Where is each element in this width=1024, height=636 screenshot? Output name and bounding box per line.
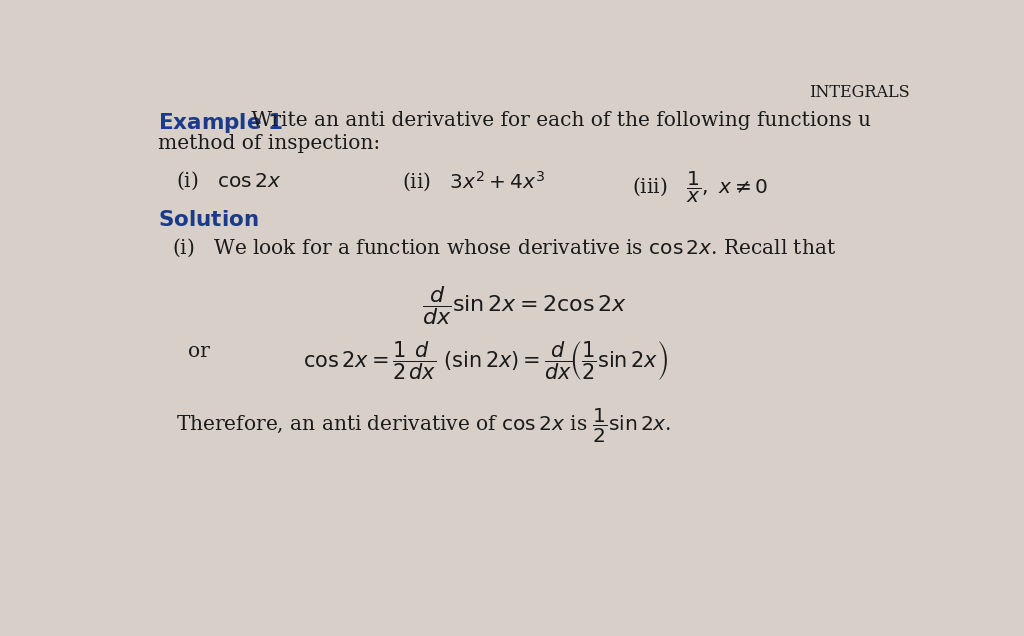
Text: method of inspection:: method of inspection: [158,134,380,153]
Text: (ii)   $3x^2 + 4x^3$: (ii) $3x^2 + 4x^3$ [401,169,545,194]
Text: $\cos 2x = \dfrac{1}{2}\dfrac{d}{dx}\ (\sin 2x) = \dfrac{d}{dx}\!\left(\dfrac{1}: $\cos 2x = \dfrac{1}{2}\dfrac{d}{dx}\ (\… [303,339,668,382]
Text: Therefore, an anti derivative of $\cos 2x$ is $\dfrac{1}{2}\sin 2x$.: Therefore, an anti derivative of $\cos 2… [176,407,671,445]
Text: (i)   $\cos 2x$: (i) $\cos 2x$ [176,169,281,192]
Text: (i)   We look for a function whose derivative is $\cos 2x$. Recall that: (i) We look for a function whose derivat… [172,237,836,259]
Text: $\mathbf{Example\ 1}$: $\mathbf{Example\ 1}$ [158,111,284,135]
Text: $\mathbf{Solution}$: $\mathbf{Solution}$ [158,209,259,230]
Text: INTEGRALS: INTEGRALS [809,84,909,100]
Text: $\dfrac{d}{dx} \sin 2x = 2 \cos 2x$: $\dfrac{d}{dx} \sin 2x = 2 \cos 2x$ [422,284,628,328]
Text: Write an anti derivative for each of the following functions u: Write an anti derivative for each of the… [246,111,871,130]
Text: or: or [187,342,209,361]
Text: (iii)   $\dfrac{1}{x},\ x \neq 0$: (iii) $\dfrac{1}{x},\ x \neq 0$ [632,169,768,205]
